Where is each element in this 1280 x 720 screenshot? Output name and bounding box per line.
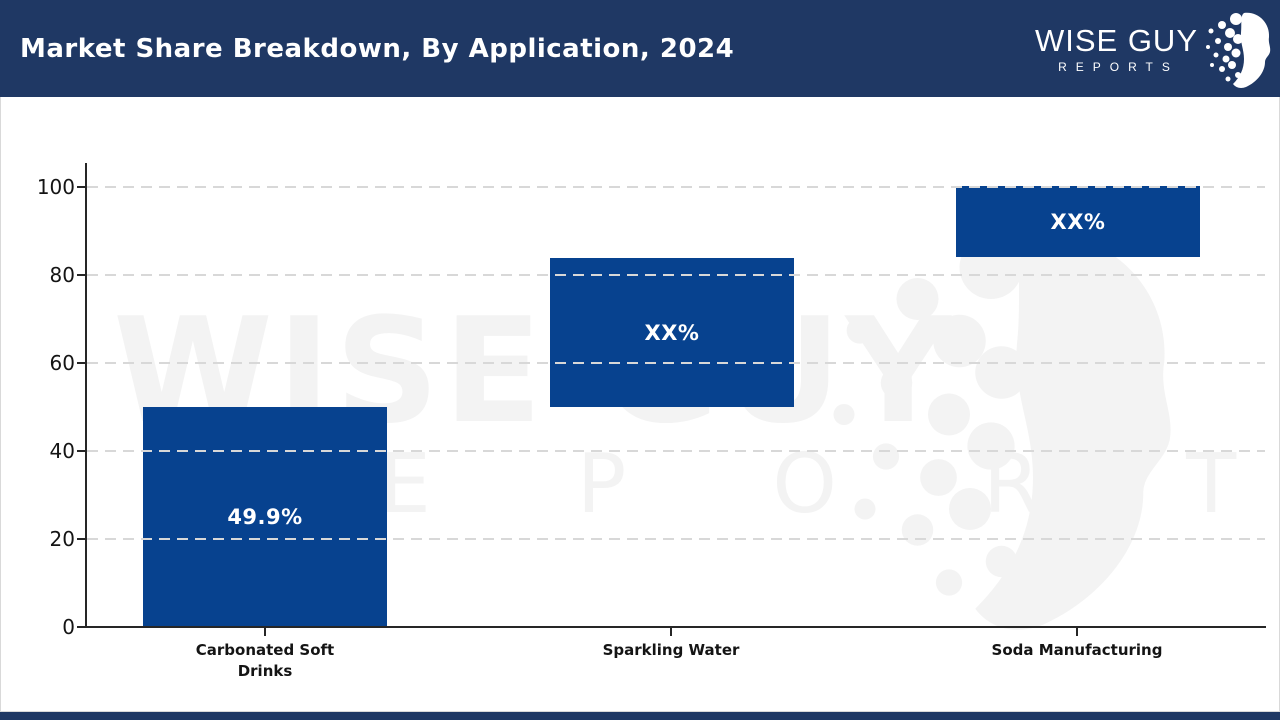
wiseguy-face-icon	[1206, 12, 1271, 88]
y-axis-line	[85, 163, 87, 628]
header-bar: Market Share Breakdown, By Application, …	[0, 0, 1280, 97]
y-tick-label: 80	[49, 263, 75, 287]
y-tick-80	[77, 274, 85, 276]
y-tick-label: 100	[36, 175, 75, 199]
x-label-line: Drinks	[237, 662, 293, 680]
y-tick-label: 0	[62, 615, 75, 639]
x-label-line: Sparkling Water	[602, 641, 740, 659]
bar-soda-manufacturing: XX%	[956, 186, 1200, 257]
x-tick-2	[670, 628, 672, 636]
bar-sparkling-water: XX%	[550, 258, 794, 407]
x-label-sparkling-water: Sparkling Water	[506, 640, 836, 661]
gridline-20	[87, 538, 1265, 540]
bar-value-label: XX%	[1050, 209, 1106, 234]
wiseguy-logo: WISE GUY REPORTS	[1007, 6, 1272, 92]
bar-carbonated-soft-drinks: 49.9%	[143, 407, 387, 627]
logo-subtitle: REPORTS	[1058, 60, 1179, 74]
footer-divider	[0, 711, 1280, 712]
y-tick-label: 60	[49, 351, 75, 375]
y-tick-40	[77, 450, 85, 452]
y-tick-label: 20	[49, 527, 75, 551]
x-label-soda-manufacturing: Soda Manufacturing	[912, 640, 1242, 661]
bar-value-label: 49.9%	[227, 505, 303, 529]
x-axis-line	[85, 626, 1266, 628]
bar-value-label: XX%	[644, 320, 700, 345]
gridline-40	[87, 450, 1265, 452]
footer-bar	[0, 712, 1280, 720]
gridline-60	[87, 362, 1265, 364]
x-tick-3	[1076, 628, 1078, 636]
page-title: Market Share Breakdown, By Application, …	[20, 33, 735, 64]
y-tick-20	[77, 538, 85, 540]
watermark-face-icon	[833, 234, 1171, 630]
wiseguy-logo-text: WISE GUY REPORTS	[1034, 23, 1198, 75]
gridline-100	[87, 186, 1265, 188]
chart-area: WISE GUY R E P O R T S 49.9% XX% XX%	[0, 97, 1280, 712]
x-label-line: Carbonated Soft	[195, 641, 335, 659]
y-tick-label: 40	[49, 439, 75, 463]
x-label-carbonated-soft-drinks: Carbonated Soft Drinks	[100, 640, 430, 682]
y-tick-100	[77, 186, 85, 188]
y-tick-0	[77, 626, 85, 628]
x-label-line: Soda Manufacturing	[991, 641, 1163, 659]
logo-wordmark: WISE GUY	[1034, 23, 1198, 58]
y-tick-60	[77, 362, 85, 364]
gridline-80	[87, 274, 1265, 276]
x-tick-1	[264, 628, 266, 636]
